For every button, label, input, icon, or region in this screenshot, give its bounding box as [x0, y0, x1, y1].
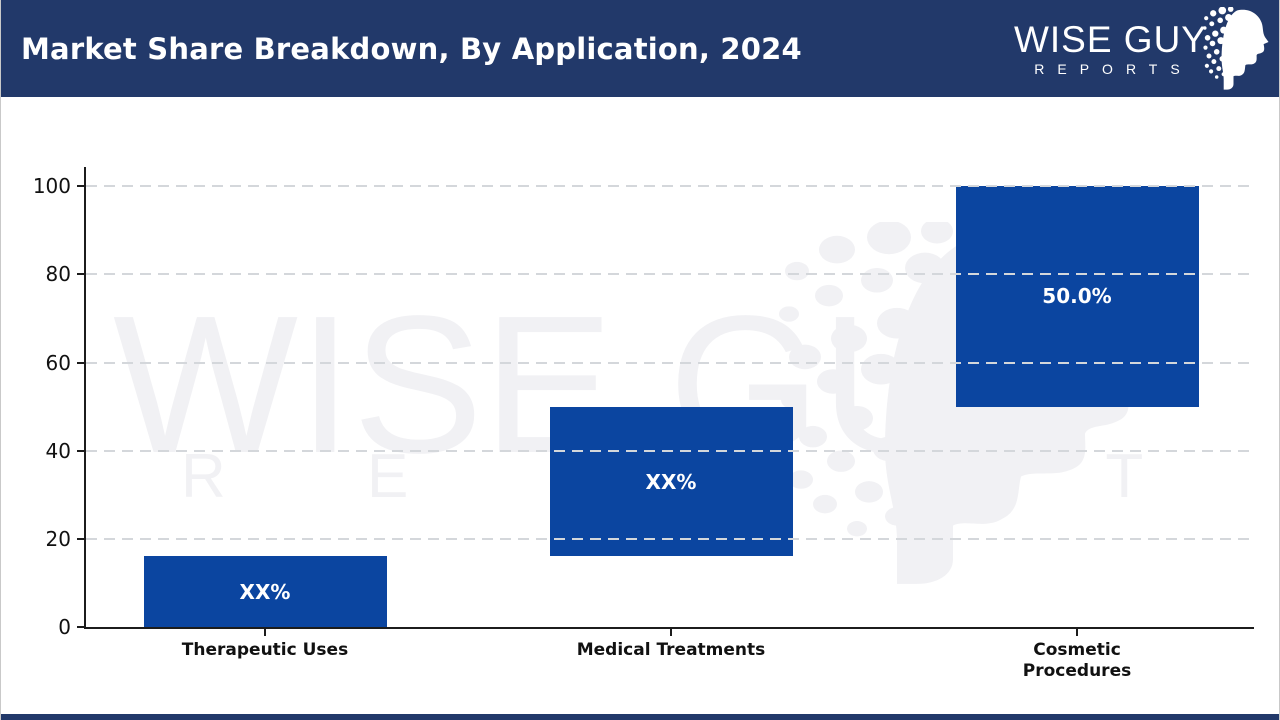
- bar-2: [549, 406, 793, 557]
- bar-value-label: 50.0%: [1042, 284, 1112, 309]
- wiseguy-head-icon: [1201, 7, 1273, 91]
- y-tick-label: 20: [45, 526, 71, 551]
- bar-value-label: XX%: [239, 579, 291, 604]
- x-axis-line: [84, 627, 1254, 629]
- y-tick-mark: [77, 361, 85, 364]
- header-band: Market Share Breakdown, By Application, …: [1, 0, 1279, 97]
- y-tick-mark: [77, 273, 85, 276]
- gridline-y20: [86, 537, 1254, 540]
- x-tick-mark: [264, 627, 266, 636]
- gridline-y100: [86, 185, 1254, 188]
- gridline-y40: [86, 449, 1254, 452]
- y-tick-label: 100: [32, 174, 71, 199]
- y-tick-label: 40: [45, 438, 71, 463]
- y-tick-mark: [77, 185, 85, 188]
- logo-brand-name: WISE GUY: [1013, 19, 1207, 60]
- y-tick-label: 0: [58, 615, 71, 639]
- wiseguy-logo-text: WISE GUY REPORTS: [1014, 21, 1207, 77]
- logo-brand-sub: REPORTS: [1034, 61, 1193, 77]
- gridline-y80: [86, 273, 1254, 276]
- y-tick-label: 60: [45, 350, 71, 375]
- wiseguy-logo: WISE GUY REPORTS: [1014, 6, 1273, 92]
- x-category-label: Cosmetic Procedures: [1022, 640, 1132, 682]
- y-axis-line: [84, 167, 86, 627]
- bar-value-label: XX%: [645, 469, 697, 494]
- x-category-label: Therapeutic Uses: [181, 640, 349, 660]
- x-tick-mark: [1076, 627, 1078, 636]
- bottom-accent-strip: [1, 714, 1279, 720]
- x-tick-mark: [670, 627, 672, 636]
- x-category-label: Medical Treatments: [576, 640, 766, 660]
- gridline-y60: [86, 361, 1254, 364]
- bar-3: [955, 186, 1199, 407]
- y-tick-label: 80: [45, 262, 71, 287]
- y-tick-mark: [77, 626, 85, 628]
- y-tick-mark: [77, 537, 85, 540]
- page-title: Market Share Breakdown, By Application, …: [21, 31, 802, 66]
- bar-1: [143, 556, 387, 627]
- y-tick-mark: [77, 449, 85, 452]
